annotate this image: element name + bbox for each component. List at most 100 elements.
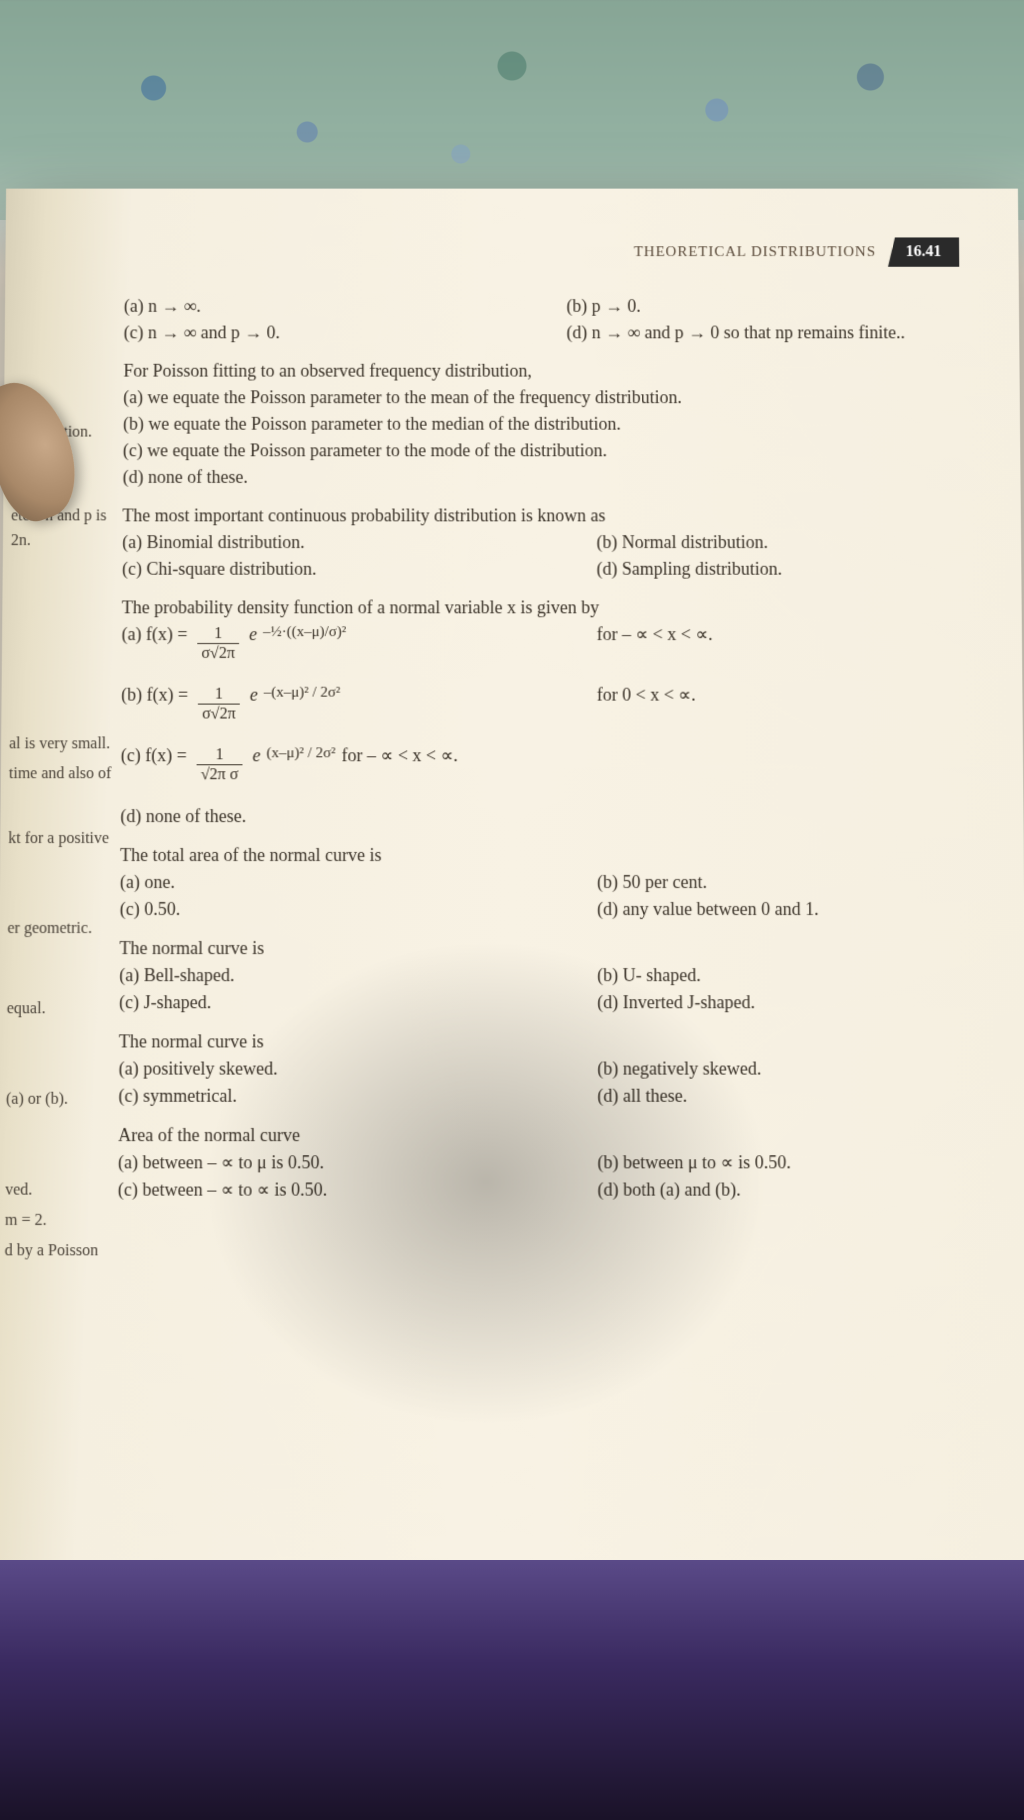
option-text: (d) Sampling distribution.	[597, 559, 783, 580]
margin-note: equal.	[7, 1000, 137, 1018]
option-text: (d) Inverted J-shaped.	[597, 992, 755, 1013]
question-block: The total area of the normal curve is (a…	[0, 845, 984, 920]
option: (a) n → ∞.	[124, 296, 537, 317]
question-stem: The normal curve is	[119, 938, 984, 959]
option: (a) between – ∝ to μ is 0.50.	[118, 1152, 537, 1173]
margin-note: d by a Poisson	[5, 1242, 136, 1260]
margin-note: (a) or (b).	[6, 1091, 137, 1109]
question-stem: For Poisson fitting to an observed frequ…	[123, 361, 980, 382]
option-text: (c) 0.50.	[120, 899, 181, 920]
option-text: (a) Binomial distribution.	[122, 532, 305, 553]
page-header: THEORETICAL DISTRIBUTIONS 16.41	[5, 237, 979, 266]
margin-note: m = 2.	[5, 1212, 136, 1230]
option-text: (a) n → ∞.	[124, 296, 201, 317]
exp-e: e	[252, 745, 260, 784]
option: (b) f(x) = 1σ√2π e –(x–μ)² / 2σ²	[121, 685, 537, 724]
option-range: for – ∝ < x < ∝.	[567, 624, 983, 663]
option-text: (c) between – ∝ to ∝ is 0.50.	[118, 1179, 327, 1200]
option: (d) all these.	[567, 1086, 986, 1107]
option-range: for – ∝ < x < ∝.	[342, 745, 458, 784]
option-text: (b) Normal distribution.	[596, 532, 768, 553]
fraction: 1√2π σ	[197, 745, 243, 784]
option: (d) any value between 0 and 1.	[567, 899, 984, 920]
option-text: (b) U- shaped.	[597, 965, 701, 986]
page-content: THEORETICAL DISTRIBUTIONS 16.41 e. rd de…	[0, 189, 1024, 1568]
option-text: (a) Bell-shaped.	[119, 965, 234, 986]
margin-note: ved.	[5, 1181, 136, 1199]
exp-e: e	[249, 624, 257, 663]
option: (c) Chi-square distribution.	[122, 559, 537, 580]
option: (b) U- shaped.	[567, 965, 985, 986]
option: (c) we equate the Poisson parameter to t…	[123, 441, 981, 462]
option-range: for 0 < x < ∝.	[567, 685, 983, 724]
option-text: (c) Chi-square distribution.	[122, 559, 317, 580]
option-text: (b) p → 0.	[566, 296, 640, 317]
option-text: (a) positively skewed.	[119, 1059, 278, 1080]
option: (c) J-shaped.	[119, 992, 537, 1013]
option-text: (b) between μ to ∝ is 0.50.	[597, 1152, 791, 1173]
exponent: –½·((x–μ)/σ)²	[263, 624, 346, 663]
exp-e: e	[250, 685, 258, 724]
option: (c) f(x) = 1√2π σ e (x–μ)² / 2σ² for – ∝…	[121, 745, 984, 784]
chapter-title: THEORETICAL DISTRIBUTIONS	[634, 244, 876, 261]
option-text: (b) negatively skewed.	[597, 1059, 761, 1080]
option: (a) we equate the Poisson parameter to t…	[123, 387, 980, 408]
option: (d) both (a) and (b).	[567, 1179, 986, 1200]
option: (b) we equate the Poisson parameter to t…	[123, 414, 980, 435]
question-block: Area of the normal curve (a) between – ∝…	[0, 1125, 987, 1201]
option: (b) between μ to ∝ is 0.50.	[567, 1152, 986, 1173]
exponent: –(x–μ)² / 2σ²	[264, 685, 341, 724]
option: (c) 0.50.	[120, 899, 537, 920]
option-text: (b) 50 per cent.	[597, 872, 707, 893]
question-stem: The total area of the normal curve is	[120, 845, 984, 866]
option-text: (a) between – ∝ to μ is 0.50.	[118, 1152, 324, 1173]
option: (c) symmetrical.	[118, 1086, 537, 1107]
question-block: The normal curve is (a) Bell-shaped. (b)…	[0, 938, 985, 1013]
option-text: (d) both (a) and (b).	[597, 1179, 740, 1200]
option-text: (d) n → ∞ and p → 0 so that np remains f…	[566, 323, 905, 344]
option-text: (d) any value between 0 and 1.	[597, 899, 819, 920]
option: (b) 50 per cent.	[567, 872, 984, 893]
option-text: (c) n → ∞ and p → 0.	[124, 323, 280, 344]
textbook-page: THEORETICAL DISTRIBUTIONS 16.41 e. rd de…	[0, 189, 1024, 1568]
option: (d) n → ∞ and p → 0 so that np remains f…	[566, 323, 979, 344]
option-text: (d) none of these.	[123, 467, 248, 488]
question-stem: The probability density function of a no…	[122, 597, 982, 618]
option: (d) Sampling distribution.	[567, 559, 982, 580]
option-text: (d) none of these.	[120, 806, 246, 827]
option-text: (c) we equate the Poisson parameter to t…	[123, 441, 607, 462]
option: (c) n → ∞ and p → 0.	[124, 323, 537, 344]
option: (c) between – ∝ to ∝ is 0.50.	[118, 1179, 537, 1200]
option: (a) f(x) = 1σ√2π e –½·((x–μ)/σ)²	[121, 624, 536, 663]
option: (d) Inverted J-shaped.	[567, 992, 985, 1013]
question-block: The most important continuous probabilit…	[3, 506, 982, 580]
option-text: (d) all these.	[597, 1086, 687, 1107]
question-block: The normal curve is (a) positively skewe…	[0, 1031, 986, 1106]
option: (a) positively skewed.	[119, 1059, 538, 1080]
option: (b) p → 0.	[566, 296, 979, 317]
option-text: (b) we equate the Poisson parameter to t…	[123, 414, 621, 435]
page-number-badge: 16.41	[888, 237, 959, 266]
option-text: (a) we equate the Poisson parameter to t…	[123, 387, 682, 408]
option: (d) none of these.	[123, 467, 981, 488]
question-stem: The most important continuous probabilit…	[122, 506, 981, 527]
margin-note: time and also of	[9, 765, 139, 783]
option-prefix: (b) f(x) =	[121, 685, 188, 724]
question-block: The probability density function of a no…	[0, 597, 983, 827]
question-block: (a) n → ∞. (b) p → 0. (c) n → ∞ and p → …	[5, 296, 980, 343]
margin-note: 2n.	[11, 532, 140, 550]
option: (a) one.	[120, 872, 537, 893]
desk-surface	[0, 1560, 1024, 1820]
question-block: For Poisson fitting to an observed frequ…	[3, 361, 980, 488]
margin-note: kt for a positive	[8, 830, 138, 848]
option: (b) Normal distribution.	[567, 532, 982, 553]
option: (b) negatively skewed.	[567, 1059, 986, 1080]
question-stem: The normal curve is	[119, 1031, 986, 1052]
option-text: (a) one.	[120, 872, 175, 893]
option: (a) Binomial distribution.	[122, 532, 537, 553]
question-stem: Area of the normal curve	[118, 1125, 986, 1146]
option-prefix: (a) f(x) =	[121, 624, 187, 663]
background-pattern	[0, 0, 1024, 220]
fraction: 1σ√2π	[198, 685, 240, 724]
margin-note: er geometric.	[7, 920, 137, 938]
